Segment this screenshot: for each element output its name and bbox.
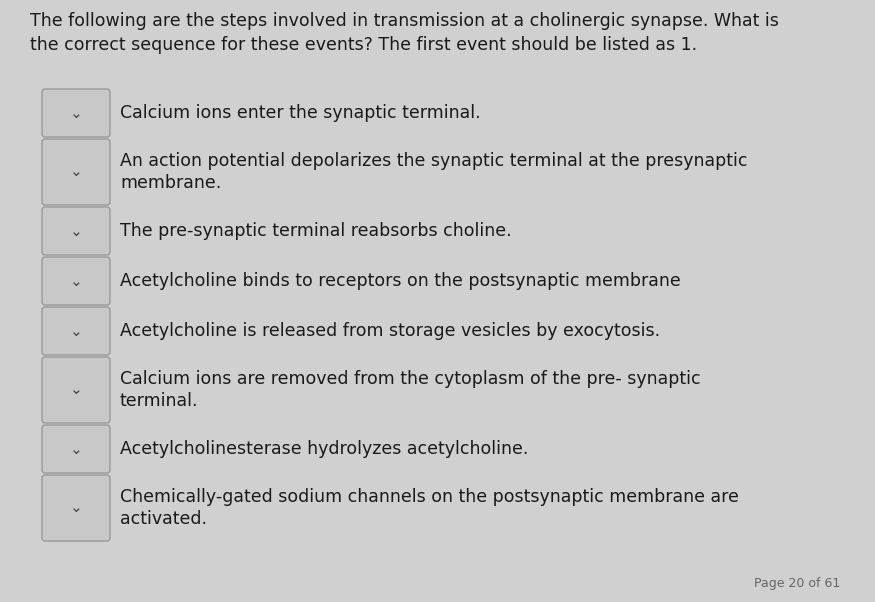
Text: The pre-synaptic terminal reabsorbs choline.: The pre-synaptic terminal reabsorbs chol… <box>120 222 512 240</box>
Text: ⌄: ⌄ <box>70 223 82 238</box>
Text: ⌄: ⌄ <box>70 105 82 120</box>
FancyBboxPatch shape <box>42 475 110 541</box>
Text: Chemically-gated sodium channels on the postsynaptic membrane are
activated.: Chemically-gated sodium channels on the … <box>120 488 738 529</box>
Text: An action potential depolarizes the synaptic terminal at the presynaptic
membran: An action potential depolarizes the syna… <box>120 152 747 193</box>
Text: Calcium ions enter the synaptic terminal.: Calcium ions enter the synaptic terminal… <box>120 104 480 122</box>
Text: Acetylcholinesterase hydrolyzes acetylcholine.: Acetylcholinesterase hydrolyzes acetylch… <box>120 440 528 458</box>
Text: The following are the steps involved in transmission at a cholinergic synapse. W: The following are the steps involved in … <box>30 12 779 54</box>
Text: Page 20 of 61: Page 20 of 61 <box>753 577 840 590</box>
FancyBboxPatch shape <box>42 307 110 355</box>
Text: ⌄: ⌄ <box>70 323 82 338</box>
FancyBboxPatch shape <box>42 207 110 255</box>
FancyBboxPatch shape <box>42 257 110 305</box>
Text: ⌄: ⌄ <box>70 164 82 179</box>
Text: Acetylcholine binds to receptors on the postsynaptic membrane: Acetylcholine binds to receptors on the … <box>120 272 681 290</box>
Text: Acetylcholine is released from storage vesicles by exocytosis.: Acetylcholine is released from storage v… <box>120 322 660 340</box>
Text: ⌄: ⌄ <box>70 273 82 288</box>
Text: ⌄: ⌄ <box>70 500 82 515</box>
FancyBboxPatch shape <box>42 425 110 473</box>
FancyBboxPatch shape <box>42 139 110 205</box>
Text: ⌄: ⌄ <box>70 382 82 397</box>
FancyBboxPatch shape <box>42 89 110 137</box>
FancyBboxPatch shape <box>42 357 110 423</box>
Text: ⌄: ⌄ <box>70 441 82 456</box>
Text: Calcium ions are removed from the cytoplasm of the pre- synaptic
terminal.: Calcium ions are removed from the cytopl… <box>120 370 701 411</box>
